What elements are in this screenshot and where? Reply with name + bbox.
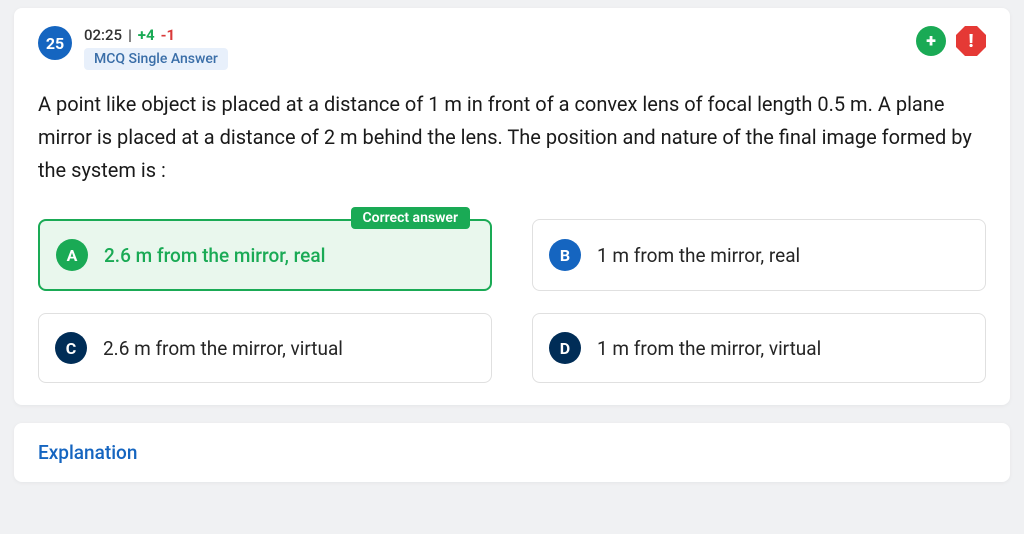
options-grid: Correct answer A 2.6 m from the mirror, … (38, 219, 986, 383)
question-number-badge: 25 (38, 26, 72, 60)
option-text-d: 1 m from the mirror, virtual (597, 337, 821, 360)
option-letter-c: C (55, 332, 87, 364)
question-card: 25 02:25 | +4 -1 MCQ Single Answer + ! A… (14, 8, 1010, 405)
option-text-c: 2.6 m from the mirror, virtual (103, 337, 343, 360)
explanation-card[interactable]: Explanation (14, 423, 1010, 482)
positive-marks: +4 (138, 26, 155, 44)
question-type-tag: MCQ Single Answer (84, 48, 228, 70)
option-b[interactable]: B 1 m from the mirror, real (532, 219, 986, 291)
question-text: A point like object is placed at a dista… (38, 88, 986, 187)
correct-answer-badge: Correct answer (351, 207, 470, 229)
header-actions: + ! (916, 26, 986, 56)
option-letter-b: B (549, 239, 581, 271)
time-value: 02:25 (84, 26, 122, 44)
negative-marks: -1 (161, 26, 176, 44)
question-header: 25 02:25 | +4 -1 MCQ Single Answer + ! (38, 26, 986, 70)
option-text-b: 1 m from the mirror, real (597, 244, 800, 267)
time-marks-row: 02:25 | +4 -1 (84, 26, 228, 44)
option-d[interactable]: D 1 m from the mirror, virtual (532, 313, 986, 383)
report-button[interactable]: ! (956, 26, 986, 56)
separator: | (128, 26, 132, 44)
option-letter-d: D (549, 332, 581, 364)
plus-icon: + (926, 31, 936, 52)
option-a[interactable]: Correct answer A 2.6 m from the mirror, … (38, 219, 492, 291)
option-c[interactable]: C 2.6 m from the mirror, virtual (38, 313, 492, 383)
option-letter-a: A (56, 239, 88, 271)
explanation-title: Explanation (38, 441, 986, 464)
option-text-a: 2.6 m from the mirror, real (104, 244, 325, 267)
add-button[interactable]: + (916, 26, 946, 56)
question-meta: 02:25 | +4 -1 MCQ Single Answer (84, 26, 228, 70)
alert-icon: ! (969, 31, 974, 52)
